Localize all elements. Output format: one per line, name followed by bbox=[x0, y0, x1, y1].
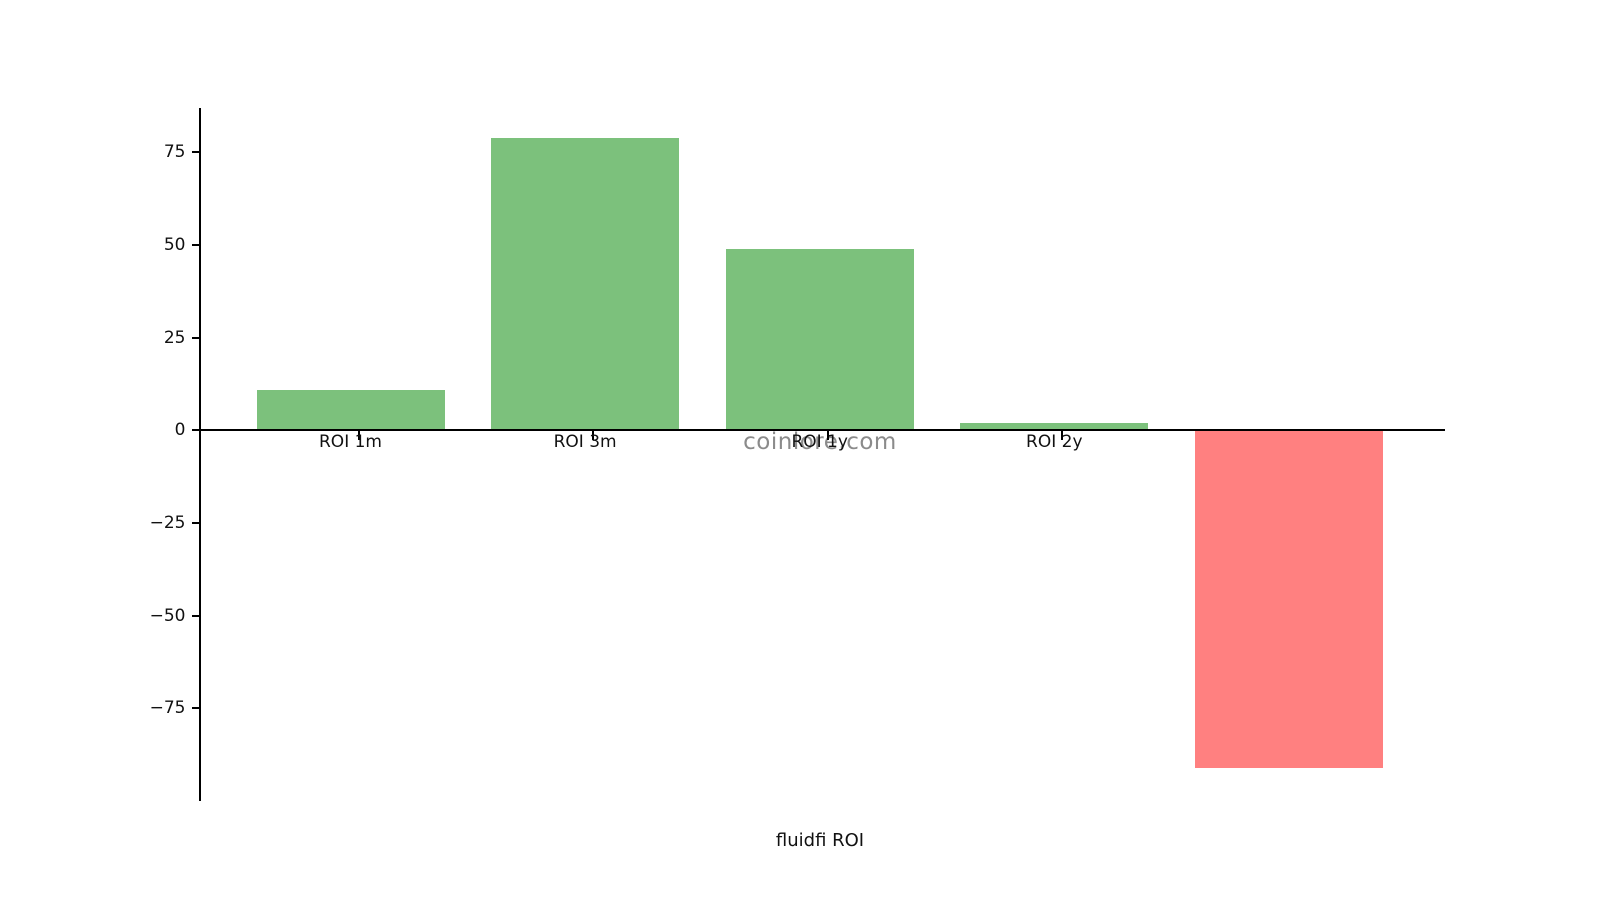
bar-roi-1m bbox=[256, 389, 445, 431]
y-tick--50 bbox=[191, 614, 200, 617]
chart-title: fluidfi ROI bbox=[775, 830, 865, 851]
x-tick-label-roi-3m: ROI 3m bbox=[553, 432, 617, 453]
x-tick-roi-1y bbox=[826, 430, 829, 441]
bar-roi-3m bbox=[491, 137, 680, 431]
y-tick-50 bbox=[191, 244, 200, 247]
bar-roi-2y bbox=[960, 423, 1149, 431]
y-tick-25 bbox=[191, 336, 200, 339]
y-axis-spine bbox=[198, 108, 201, 801]
bar-roi-1y bbox=[725, 248, 914, 431]
y-tick-label--75: −75 bbox=[149, 698, 186, 719]
y-tick--75 bbox=[191, 707, 200, 710]
x-tick-roi-2y bbox=[1061, 430, 1064, 441]
y-tick--25 bbox=[191, 522, 200, 525]
y-tick-label--25: −25 bbox=[149, 513, 186, 534]
y-tick-75 bbox=[191, 151, 200, 154]
x-tick-label-roi-1y: ROI 1y bbox=[791, 432, 848, 453]
coinlore-watermark: coinlore.com bbox=[743, 429, 897, 455]
bar-4 bbox=[1194, 430, 1383, 768]
x-tick-label-roi-1m: ROI 1m bbox=[319, 432, 382, 453]
x-axis-line bbox=[198, 429, 1445, 432]
y-tick-0 bbox=[191, 429, 200, 432]
y-tick-label-0: 0 bbox=[174, 420, 186, 441]
x-tick-roi-1m bbox=[357, 430, 360, 441]
x-tick-roi-3m bbox=[592, 430, 595, 441]
y-tick-label-25: 25 bbox=[163, 327, 186, 348]
x-tick-label-roi-2y: ROI 2y bbox=[1026, 432, 1083, 453]
y-tick-label-75: 75 bbox=[163, 142, 186, 163]
y-tick-label--50: −50 bbox=[149, 605, 186, 626]
y-tick-label-50: 50 bbox=[163, 235, 186, 256]
